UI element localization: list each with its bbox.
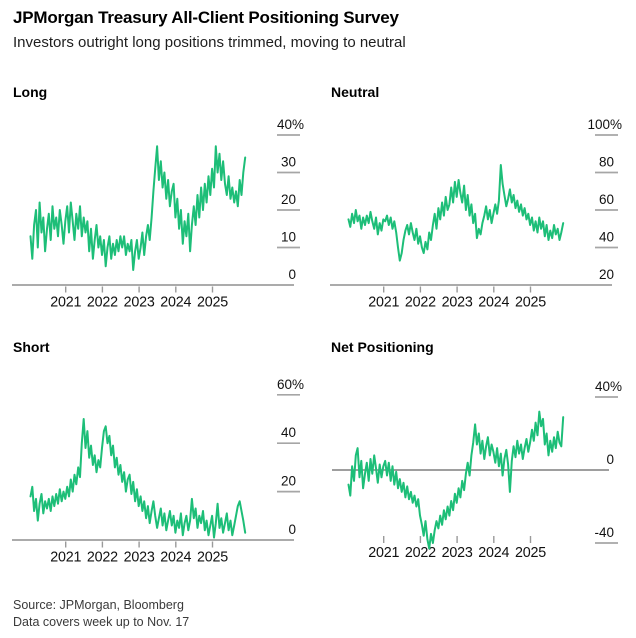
x-tick-label: 2021: [50, 550, 81, 566]
x-tick-label: 2024: [478, 295, 509, 311]
x-tick-label: 2022: [405, 545, 436, 561]
x-tick-label: 2025: [515, 545, 546, 561]
x-tick-label: 2022: [405, 295, 436, 311]
x-tick-label: 2023: [124, 550, 155, 566]
x-tick-label: 2024: [160, 550, 191, 566]
y-tick-label: 40%: [277, 117, 304, 132]
panel-neutral: Neutral 20 40 60 80 100% 2021 2022 2023 2024 2025: [318, 80, 636, 330]
x-tick-label: 2021: [50, 295, 81, 311]
x-tick-label: 2024: [160, 295, 191, 311]
y-tick-label: -40: [594, 525, 614, 540]
chart-title-short: Short: [13, 339, 50, 355]
series-line: [347, 164, 565, 262]
coverage-note: Data covers week up to Nov. 17: [13, 615, 190, 629]
x-tick-label: 2021: [368, 545, 399, 561]
x-tick-label: 2023: [124, 295, 155, 311]
footer: Source: JPMorgan, Bloomberg Data covers …: [13, 597, 189, 631]
panel-net-positioning: Net Positioning -40 0 40% 2021 2022 2023 2024 2…: [318, 335, 636, 585]
y-tick-label: 60%: [277, 377, 304, 392]
chart-title-long: Long: [13, 84, 48, 100]
y-tick-label: 40: [281, 425, 296, 440]
y-tick-label: 40: [599, 230, 614, 245]
y-tick-label: 0: [288, 267, 296, 282]
chart-title-neutral: Neutral: [331, 84, 380, 100]
y-tick-label: 100%: [587, 117, 622, 132]
x-tick-label: 2025: [197, 295, 228, 311]
x-tick-label: 2022: [87, 295, 118, 311]
x-tick-label: 2025: [197, 550, 228, 566]
y-tick-label: 60: [599, 192, 614, 207]
x-tick-label: 2024: [478, 545, 509, 561]
line-chart-net-positioning: -40 0 40% 2021 2022 2023 2024 2025: [332, 379, 622, 561]
page-title: JPMorgan Treasury All-Client Positioning…: [13, 8, 399, 27]
panel-long: Long 0 10 20 30 40% 2021 2022 2023 2024 2025: [0, 80, 318, 330]
y-tick-label: 20: [281, 192, 296, 207]
line-chart-short: 0 20 40 60% 2021 2022 2023 2024 2025: [12, 377, 304, 566]
x-tick-label: 2025: [515, 295, 546, 311]
series-line: [29, 145, 247, 271]
series-line: [29, 418, 247, 539]
y-tick-label: 40%: [595, 379, 622, 394]
y-tick-label: 80: [599, 155, 614, 170]
x-tick-label: 2022: [87, 550, 118, 566]
line-chart-neutral: 20 40 60 80 100% 2021 2022 2023 2024 2025: [330, 117, 622, 311]
page-subtitle: Investors outright long positions trimme…: [13, 34, 406, 51]
series-line: [347, 410, 565, 550]
y-tick-label: 30: [281, 155, 296, 170]
chart-title-net-positioning: Net Positioning: [331, 339, 434, 355]
y-tick-label: 10: [281, 230, 296, 245]
y-tick-label: 0: [288, 522, 296, 537]
y-tick-label: 20: [281, 474, 296, 489]
source-note: Source: JPMorgan, Bloomberg: [13, 598, 184, 612]
x-tick-label: 2023: [442, 545, 473, 561]
x-tick-label: 2021: [368, 295, 399, 311]
x-tick-label: 2023: [442, 295, 473, 311]
line-chart-long: 0 10 20 30 40% 2021 2022 2023 2024 2025: [12, 117, 304, 311]
panel-short: Short 0 20 40 60% 2021 2022 2023 2024 2025: [0, 335, 318, 585]
y-tick-label: 20: [599, 267, 614, 282]
y-tick-label: 0: [606, 452, 614, 467]
